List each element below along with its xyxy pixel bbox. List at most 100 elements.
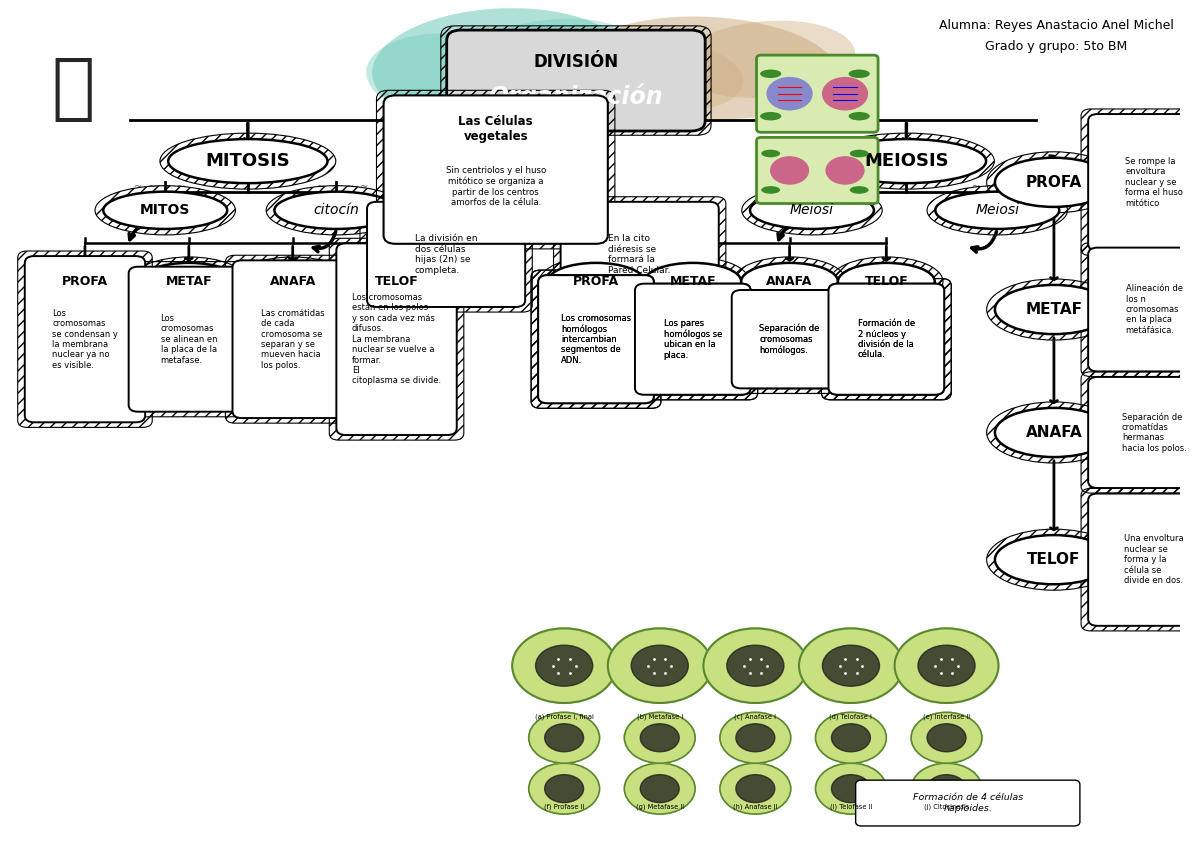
Circle shape xyxy=(624,712,695,763)
Text: Separación de
cromosomas
homólogos.: Separación de cromosomas homólogos. xyxy=(760,324,820,354)
Text: Los pares
homólogos se
ubican en la
placa.: Los pares homólogos se ubican en la plac… xyxy=(664,319,722,360)
Text: DIVISIÓN: DIVISIÓN xyxy=(533,53,618,71)
FancyBboxPatch shape xyxy=(25,256,145,422)
Text: (e) Interfase II: (e) Interfase II xyxy=(923,713,970,720)
Text: En la cito
diéresis se
formará la
Pared Celular.: En la cito diéresis se formará la Pared … xyxy=(608,234,671,275)
Circle shape xyxy=(545,775,583,802)
Text: Las cromátidas
de cada
cromosoma se
separan y se
mueven hacia
los polos.: Las cromátidas de cada cromosoma se sepa… xyxy=(260,309,324,370)
FancyBboxPatch shape xyxy=(538,276,654,404)
Ellipse shape xyxy=(995,535,1112,584)
Text: La división en
dos células
hijas (2n) se
completa.: La división en dos células hijas (2n) se… xyxy=(415,234,478,275)
Circle shape xyxy=(535,645,593,686)
Circle shape xyxy=(736,723,775,751)
Text: TELOF: TELOF xyxy=(1027,552,1081,567)
FancyBboxPatch shape xyxy=(732,290,847,388)
Circle shape xyxy=(895,628,998,703)
Circle shape xyxy=(624,763,695,814)
Circle shape xyxy=(703,628,808,703)
Text: (c) Anafase I: (c) Anafase I xyxy=(734,713,776,720)
Text: citocín: citocín xyxy=(313,204,359,217)
Circle shape xyxy=(823,78,868,110)
Text: Meiosi: Meiosi xyxy=(976,204,1019,217)
Circle shape xyxy=(918,645,976,686)
Text: PROFA: PROFA xyxy=(62,275,108,288)
Circle shape xyxy=(799,628,902,703)
Circle shape xyxy=(928,723,966,751)
Text: Una envoltura
nuclear se
forma y la
célula se
divide en dos.: Una envoltura nuclear se forma y la célu… xyxy=(1124,534,1184,585)
Ellipse shape xyxy=(103,192,227,229)
Ellipse shape xyxy=(838,263,935,300)
Text: PROFA: PROFA xyxy=(572,275,619,288)
Ellipse shape xyxy=(372,8,631,127)
FancyBboxPatch shape xyxy=(1088,494,1200,626)
FancyBboxPatch shape xyxy=(828,284,944,395)
Text: ANAFA: ANAFA xyxy=(767,275,812,288)
FancyBboxPatch shape xyxy=(856,780,1080,826)
Ellipse shape xyxy=(451,19,635,100)
FancyBboxPatch shape xyxy=(756,137,878,204)
Text: Los cromosomas
homólogos
intercambian
segmentos de
ADN.: Los cromosomas homólogos intercambian se… xyxy=(560,314,631,365)
FancyBboxPatch shape xyxy=(233,260,353,418)
Text: Los
cromosomas
se condensan y
la membrana
nuclear ya no
es visible.: Los cromosomas se condensan y la membran… xyxy=(52,309,118,370)
Text: ANAFA: ANAFA xyxy=(1026,425,1082,440)
Circle shape xyxy=(727,645,784,686)
Text: (a) Profase I, final: (a) Profase I, final xyxy=(535,713,594,720)
FancyBboxPatch shape xyxy=(538,276,654,404)
Circle shape xyxy=(770,157,809,184)
Ellipse shape xyxy=(848,70,870,78)
Ellipse shape xyxy=(850,149,869,158)
Text: Los
cromosomas
se alinean en
la placa de la
metafase.: Los cromosomas se alinean en la placa de… xyxy=(161,314,217,365)
FancyBboxPatch shape xyxy=(635,284,751,395)
Text: Formación de
2 núcleos y
división de la
célula.: Formación de 2 núcleos y división de la … xyxy=(858,319,914,360)
Text: Meiosi: Meiosi xyxy=(790,204,834,217)
Text: METAF: METAF xyxy=(1026,302,1082,317)
Text: MEIOSIS: MEIOSIS xyxy=(864,152,949,170)
Circle shape xyxy=(822,645,880,686)
Text: (i) Telofase II: (i) Telofase II xyxy=(829,803,872,810)
Ellipse shape xyxy=(995,408,1112,457)
Ellipse shape xyxy=(995,158,1112,207)
FancyBboxPatch shape xyxy=(1088,114,1200,251)
FancyBboxPatch shape xyxy=(560,202,719,307)
FancyBboxPatch shape xyxy=(336,243,457,435)
Ellipse shape xyxy=(761,187,780,194)
Circle shape xyxy=(911,712,982,763)
FancyBboxPatch shape xyxy=(1088,377,1200,488)
Text: Se rompe la
envoltura
nuclear y se
forma el huso
mitótico: Se rompe la envoltura nuclear y se forma… xyxy=(1126,157,1183,208)
Text: (h) Anafase II: (h) Anafase II xyxy=(733,803,778,810)
Text: 🌿: 🌿 xyxy=(52,54,95,124)
FancyBboxPatch shape xyxy=(732,290,847,388)
Circle shape xyxy=(720,763,791,814)
Ellipse shape xyxy=(644,263,742,300)
Text: ~  ~  ~  ~: ~ ~ ~ ~ xyxy=(317,181,368,192)
Text: TELOF: TELOF xyxy=(374,275,419,288)
FancyBboxPatch shape xyxy=(828,284,944,395)
Text: (j) Citocinesis: (j) Citocinesis xyxy=(924,803,970,810)
Text: METAF: METAF xyxy=(670,275,716,288)
Circle shape xyxy=(832,775,870,802)
Ellipse shape xyxy=(750,192,874,229)
Circle shape xyxy=(545,723,583,751)
Ellipse shape xyxy=(139,263,239,300)
Ellipse shape xyxy=(761,149,780,158)
Text: Sin centriolos y el huso
mitótico se organiza a
partir de los centros
amorfos de: Sin centriolos y el huso mitótico se org… xyxy=(445,166,546,207)
Text: PROFA: PROFA xyxy=(1026,175,1082,190)
Ellipse shape xyxy=(242,263,343,300)
Circle shape xyxy=(631,645,689,686)
Circle shape xyxy=(767,78,812,110)
Text: Grado y grupo: 5to BM: Grado y grupo: 5to BM xyxy=(985,40,1128,53)
Circle shape xyxy=(720,712,791,763)
Text: Alineación de
los n
cromosomas
en la placa
metáfásica.: Alineación de los n cromosomas en la pla… xyxy=(1126,284,1183,335)
Text: MITOS: MITOS xyxy=(140,204,191,217)
Ellipse shape xyxy=(602,42,743,111)
Circle shape xyxy=(641,723,679,751)
Circle shape xyxy=(608,628,712,703)
Text: TELOF: TELOF xyxy=(864,275,908,288)
Text: ~  ~  ~  ~: ~ ~ ~ ~ xyxy=(786,181,838,192)
Circle shape xyxy=(641,775,679,802)
Ellipse shape xyxy=(760,70,781,78)
Ellipse shape xyxy=(827,139,986,183)
Text: (b) Metafase I: (b) Metafase I xyxy=(637,713,683,720)
Text: ~  ~  ~  ~: ~ ~ ~ ~ xyxy=(972,181,1022,192)
Ellipse shape xyxy=(850,187,869,194)
